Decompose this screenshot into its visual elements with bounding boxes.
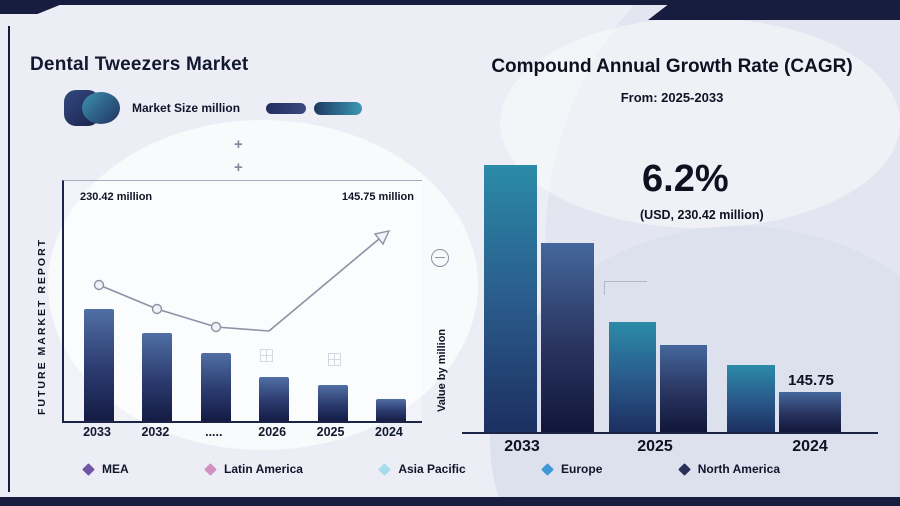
- cagr-subtitle: From: 2025-2033: [620, 90, 724, 105]
- frame-left-line: [8, 26, 10, 492]
- legend-label: MEA: [102, 462, 129, 476]
- cagr-bar-group-2025: [609, 322, 707, 432]
- grid-icon: [260, 349, 273, 362]
- legend-item-latin-america: Latin America: [204, 462, 303, 476]
- market-size-chart: 230.42 million 145.75 million: [62, 180, 422, 423]
- market-size-legend: Market Size million: [64, 90, 363, 126]
- left-axis-title: FUTURE MARKET REPORT: [36, 237, 48, 415]
- market-bar-2033: [84, 309, 114, 421]
- annotation-2024-value: 145.75 million: [341, 191, 414, 203]
- bracket-decoration: [604, 281, 647, 295]
- legend-label: Asia Pacific: [398, 462, 466, 476]
- x-axis-label: 2033: [83, 425, 111, 439]
- frame-bottom-bar: [0, 497, 900, 506]
- diamond-icon: [541, 462, 554, 476]
- cagr-x-axis: 2033 2025 2024: [462, 438, 878, 460]
- plus-icon: +: [234, 136, 243, 153]
- teal-pill-icon: [314, 101, 363, 115]
- market-bar-2026: [259, 377, 290, 421]
- diamond-icon: [677, 462, 691, 476]
- cagr-bar-group-2024: [727, 365, 841, 432]
- market-bar-.....: [200, 353, 231, 421]
- navy-pill-icon: [266, 102, 307, 114]
- market-bar-2024: [375, 399, 406, 421]
- cagr-value: 6.2%: [642, 158, 729, 200]
- legend-label: North America: [697, 462, 780, 476]
- legend-label: Europe: [561, 462, 603, 476]
- cagr-bar-primary: [727, 365, 775, 432]
- diamond-icon: [82, 462, 95, 476]
- cagr-bar-secondary: [541, 243, 594, 432]
- cagr-chart: [462, 150, 878, 434]
- market-bar-2032: [142, 333, 173, 421]
- value-callout: 145.75: [788, 372, 834, 389]
- legend-item-north-america: North America: [677, 462, 780, 476]
- cagr-detail: (USD, 230.42 million): [640, 208, 764, 222]
- cagr-bar-group-2033: [484, 165, 594, 432]
- diamond-icon: [378, 462, 392, 476]
- market-size-x-axis: 2033 2032..... 2026 2025 2024: [62, 425, 420, 439]
- market-size-bars: [64, 181, 422, 421]
- plus-icon: +: [234, 159, 243, 176]
- x-axis-label: 2024: [375, 425, 403, 439]
- frame-top-bar: [0, 0, 900, 5]
- legend-label: Latin America: [224, 462, 303, 476]
- x-axis-label: 2032: [141, 425, 170, 439]
- cagr-bar-primary: [484, 165, 537, 432]
- legend-item-mea: MEA: [82, 462, 129, 476]
- x-axis-label: 2025: [316, 425, 345, 439]
- x-axis-label: .....: [205, 425, 223, 439]
- x-axis-label: 2024: [792, 438, 828, 455]
- legend-item-asia-pacific: Asia Pacific: [378, 462, 466, 476]
- background-blob: [500, 18, 900, 228]
- cagr-title: Compound Annual Growth Rate (CAGR): [491, 56, 853, 77]
- legend-item-europe: Europe: [541, 462, 603, 476]
- x-axis-label: 2026: [258, 425, 287, 439]
- diamond-icon: [204, 462, 217, 476]
- right-axis-title: Value by million: [436, 328, 448, 412]
- cagr-bar-secondary: [660, 345, 707, 432]
- circle-minus-icon: [431, 249, 449, 267]
- annotation-2033-value: 230.42 million: [80, 191, 153, 203]
- market-size-label: Market Size million: [132, 101, 241, 115]
- cylinder-icon: [64, 90, 120, 126]
- grid-icon: [328, 353, 341, 366]
- page-title: Dental Tweezers Market: [30, 54, 249, 75]
- x-axis-label: 2025: [637, 438, 673, 455]
- frame-top-right-band: [648, 0, 900, 20]
- market-bar-2025: [317, 385, 348, 421]
- legend-pills: [266, 101, 363, 115]
- cagr-bar-secondary: [779, 392, 841, 432]
- cylinder-right-shape: [82, 92, 120, 124]
- trend-arrow: [93, 230, 391, 333]
- cagr-bar-primary: [609, 322, 656, 432]
- region-legend: MEA Latin America Asia Pacific Europe North …: [82, 462, 780, 476]
- x-axis-label: 2033: [504, 438, 540, 455]
- frame-top-left-wedge: [0, 0, 72, 14]
